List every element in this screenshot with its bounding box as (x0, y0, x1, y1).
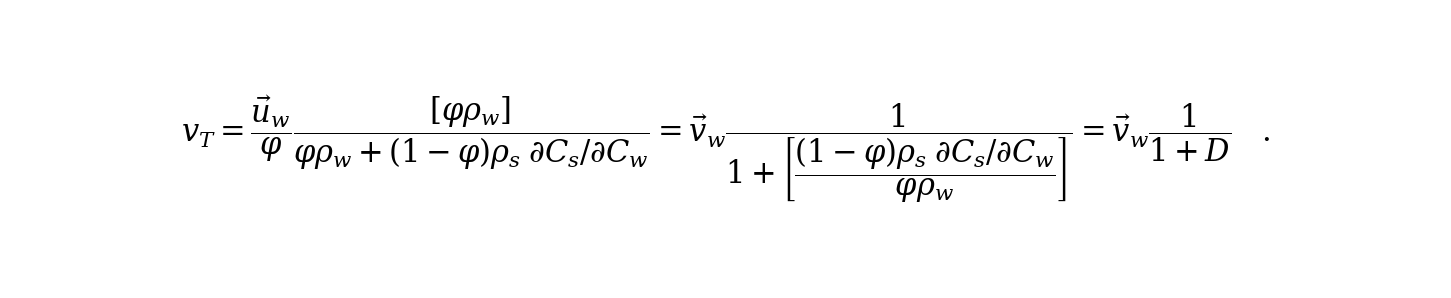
Text: $v_T = \dfrac{\vec{u}_w}{\varphi}\dfrac{[\varphi\rho_w]}{\varphi\rho_w + (1-\var: $v_T = \dfrac{\vec{u}_w}{\varphi}\dfrac{… (180, 93, 1271, 205)
